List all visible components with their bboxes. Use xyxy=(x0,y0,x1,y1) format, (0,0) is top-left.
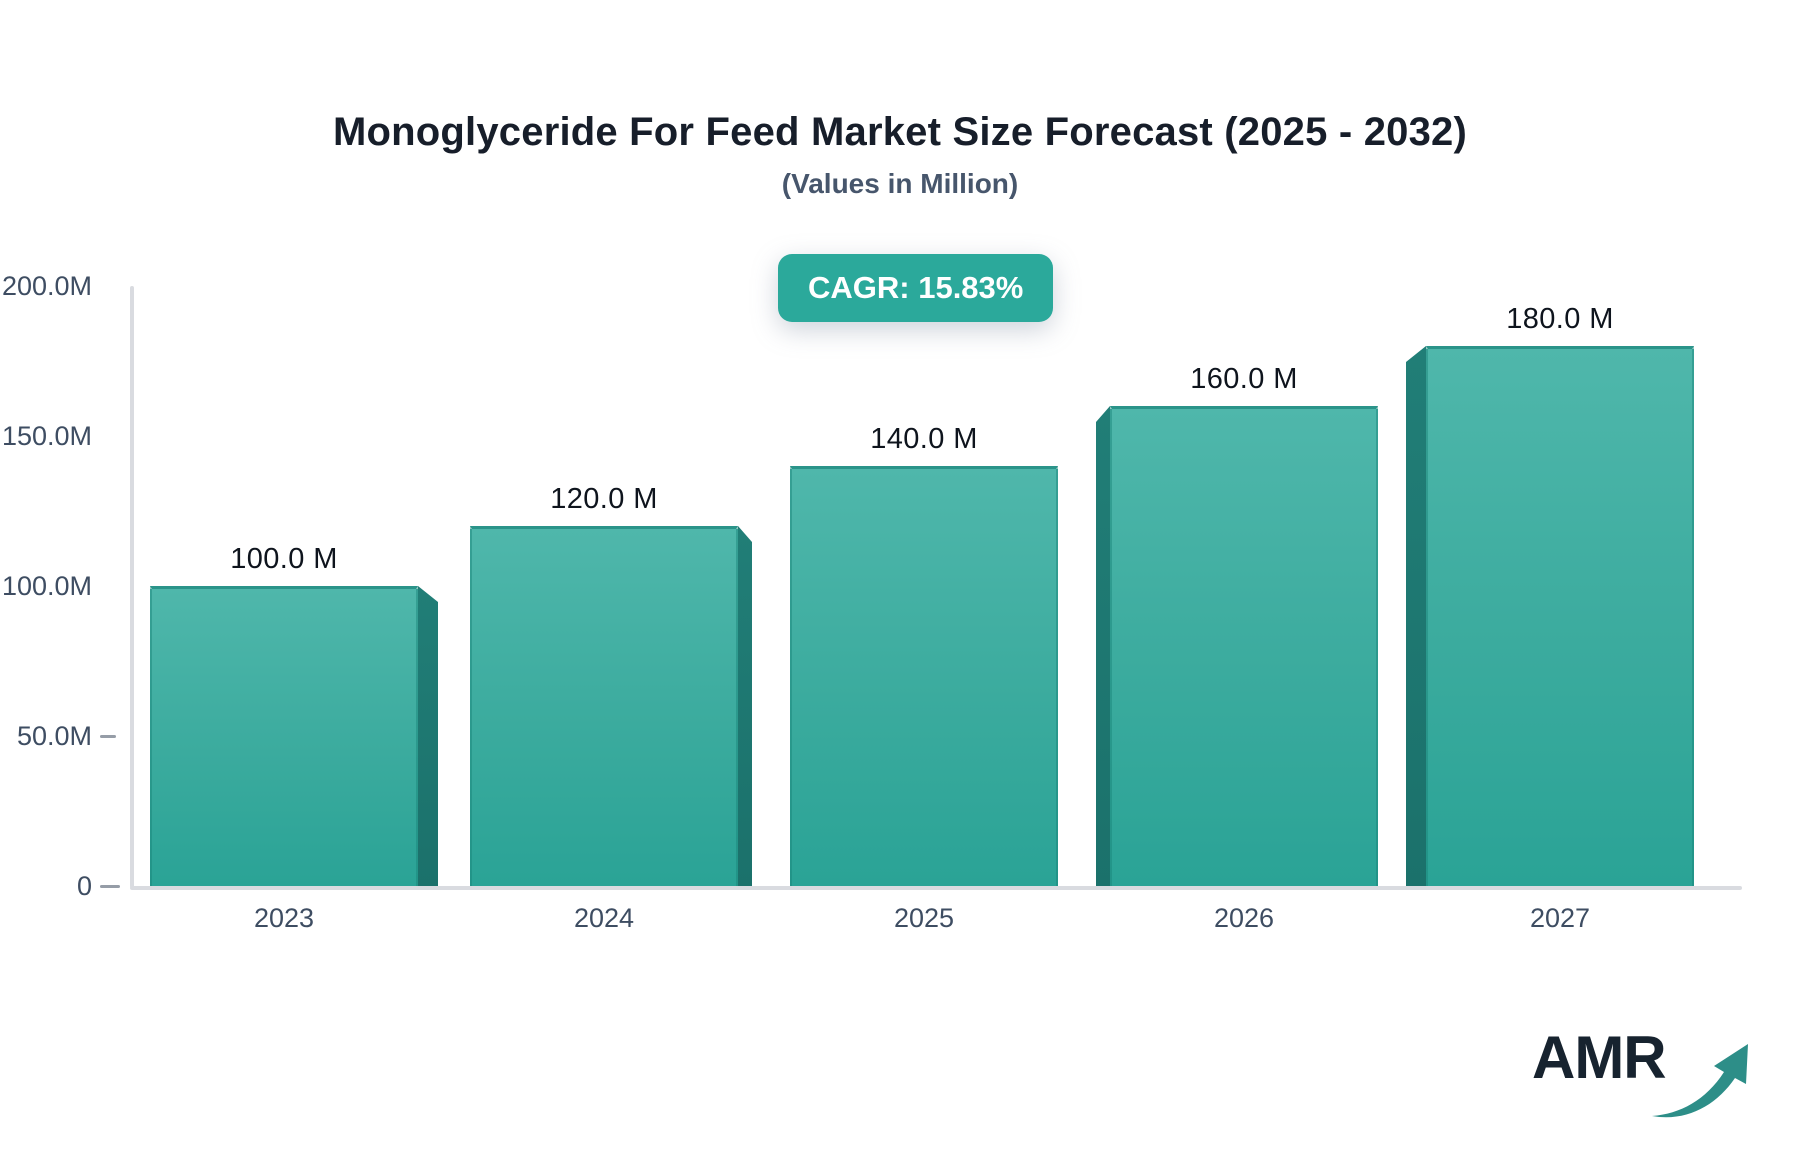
bar-2023[interactable] xyxy=(150,586,418,886)
bar-value-label-2024: 120.0 M xyxy=(550,483,658,515)
bar-2026-side-face xyxy=(1096,406,1110,886)
y-axis-tick-50 xyxy=(100,735,116,738)
chart-title: Monoglyceride For Feed Market Size Forec… xyxy=(332,110,1468,154)
cagr-badge: CAGR: 15.83% xyxy=(778,254,1054,322)
x-axis-label-2026: 2026 xyxy=(1213,903,1275,933)
growth-arrow-icon xyxy=(1651,1044,1748,1118)
bar-2027[interactable] xyxy=(1426,346,1694,886)
bar-2027-side-face xyxy=(1406,346,1426,886)
y-axis-label-50: 50.0M xyxy=(16,721,92,751)
bar-value-label-2025: 140.0 M xyxy=(870,423,978,455)
y-axis-line xyxy=(130,286,134,888)
bar-value-label-2026: 160.0 M xyxy=(1190,363,1298,395)
y-axis-label-200: 200.0M xyxy=(1,271,92,301)
bar-2024-side-face xyxy=(738,526,752,886)
x-axis-label-2023: 2023 xyxy=(253,903,315,933)
amr-logo-text: AMR xyxy=(1532,1024,1667,1091)
y-axis-label-100: 100.0M xyxy=(1,571,92,601)
x-axis-label-2024: 2024 xyxy=(573,903,635,933)
x-axis-label-2025: 2025 xyxy=(893,903,955,933)
y-axis-tick-0 xyxy=(100,885,120,888)
bar-2026[interactable] xyxy=(1110,406,1378,886)
amr-logo: AMR xyxy=(1532,1026,1750,1124)
x-axis-label-2027: 2027 xyxy=(1529,903,1591,933)
bar-value-label-2023: 100.0 M xyxy=(230,543,338,575)
bar-value-label-2027: 180.0 M xyxy=(1506,303,1614,335)
bar-2025[interactable] xyxy=(790,466,1058,886)
x-axis-line xyxy=(130,886,1742,890)
bar-2024[interactable] xyxy=(470,526,738,886)
bar-2023-side-face xyxy=(418,586,438,886)
y-axis-label-150: 150.0M xyxy=(1,421,92,451)
y-axis-label-0: 0 xyxy=(76,871,92,901)
chart-subtitle: (Values in Million) xyxy=(781,168,1019,199)
